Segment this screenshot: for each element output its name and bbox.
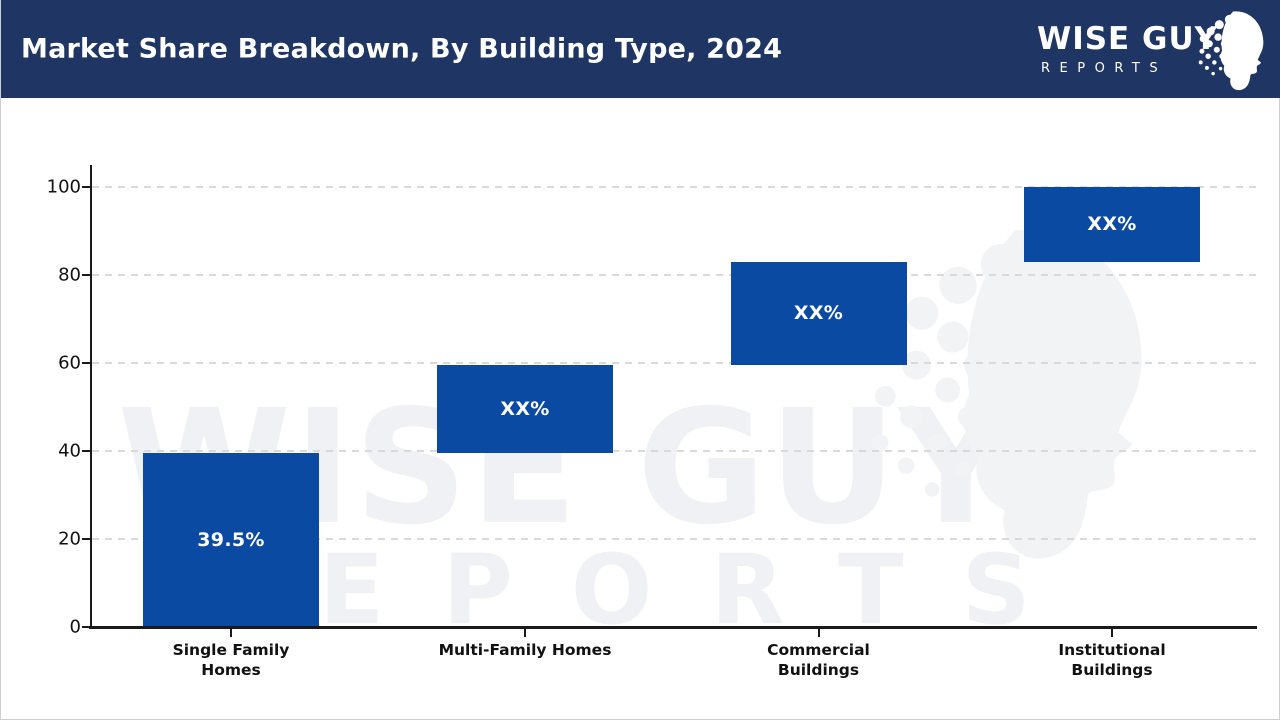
x-category-label-commercial-buildings: Commercial Buildings	[767, 641, 870, 679]
bar-value-label: 39.5%	[197, 529, 265, 552]
bar-multi-family-homes: XX%	[437, 365, 613, 454]
gridline-100	[92, 186, 1256, 188]
bar-value-label: XX%	[500, 398, 550, 421]
x-tick-mark-commercial-buildings	[817, 629, 820, 637]
gridline-40	[92, 450, 1256, 452]
gridline-60	[92, 362, 1256, 364]
y-tick-mark-20	[82, 538, 90, 540]
gridline-80	[92, 274, 1256, 276]
y-tick-mark-0	[82, 626, 90, 628]
y-tick-label-100: 100	[46, 176, 81, 198]
y-tick-label-40: 40	[58, 440, 81, 462]
x-category-label-single-family-homes: Single Family Homes	[172, 641, 290, 679]
brand-logo: WISE GUY REPORTS	[1037, 9, 1269, 91]
y-tick-label-80: 80	[58, 264, 81, 286]
y-tick-label-0: 0	[69, 616, 81, 638]
y-tick-mark-40	[82, 450, 90, 452]
x-tick-mark-institutional-buildings	[1111, 629, 1113, 637]
x-category-label-multi-family-homes: Multi-Family Homes	[438, 641, 612, 659]
y-tick-label-60: 60	[58, 352, 81, 374]
y-tick-label-20: 20	[58, 528, 81, 550]
logo-subtitle: REPORTS	[1041, 61, 1168, 76]
y-tick-mark-100	[82, 186, 90, 188]
x-axis-line	[89, 626, 1257, 629]
bar-commercial-buildings: XX%	[730, 261, 907, 366]
x-tick-mark-multi-family-homes	[524, 629, 526, 637]
y-tick-mark-80	[82, 274, 90, 276]
y-axis-line	[90, 165, 92, 628]
logo-wordmark: WISE GUY	[1037, 21, 1219, 57]
page-title: Market Share Breakdown, By Building Type…	[21, 33, 783, 65]
gridline-20	[92, 538, 1256, 540]
bar-value-label: XX%	[793, 302, 844, 325]
x-category-label-institutional-buildings: Institutional Buildings	[1058, 641, 1166, 679]
chart-plot-area: WISE GUY REPORTS 0 20 40 60 80 100 39.5% Single…	[1, 98, 1280, 720]
bar-institutional-buildings: XX%	[1024, 187, 1200, 262]
logo-face-icon	[1193, 9, 1273, 91]
y-tick-mark-60	[82, 362, 90, 364]
x-tick-mark-single-family-homes	[230, 629, 232, 637]
header-bar: Market Share Breakdown, By Building Type…	[1, 0, 1280, 98]
bar-value-label: XX%	[1087, 213, 1137, 236]
bar-single-family-homes: 39.5%	[143, 453, 319, 627]
